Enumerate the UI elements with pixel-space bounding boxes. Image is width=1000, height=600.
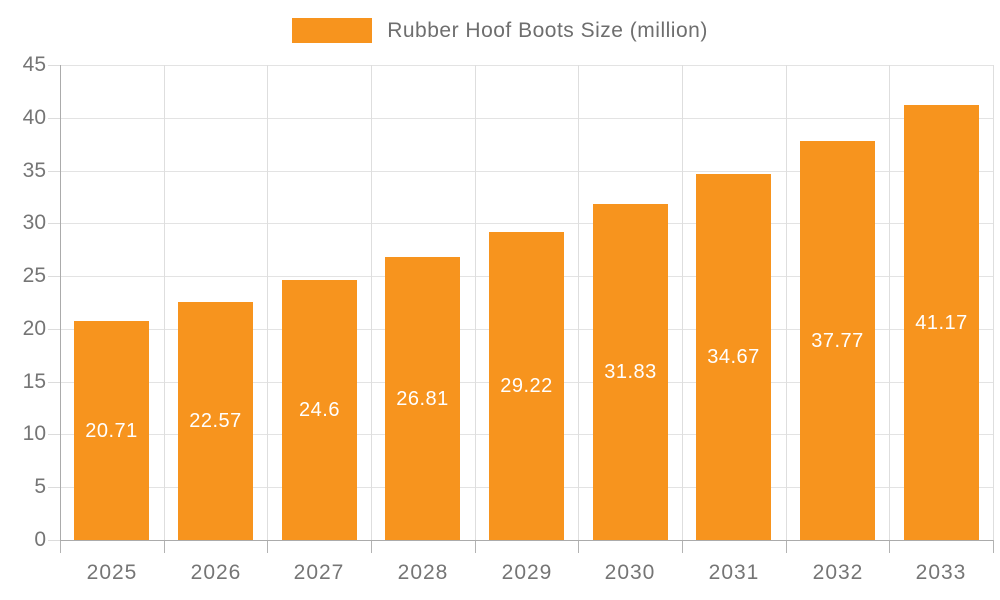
x-axis-label: 2027 — [293, 561, 345, 584]
x-gridline — [267, 65, 268, 540]
x-gridline — [889, 65, 890, 540]
x-axis-line — [60, 540, 993, 541]
x-gridline — [682, 65, 683, 540]
y-axis-line — [60, 65, 61, 540]
x-axis-label: 2026 — [190, 561, 242, 584]
bar[interactable] — [904, 105, 979, 540]
y-axis-tick — [48, 329, 60, 330]
y-axis-tick — [48, 540, 60, 541]
x-gridline — [164, 65, 165, 540]
x-gridline — [786, 65, 787, 540]
bar[interactable] — [489, 232, 564, 540]
bar-value-label: 22.57 — [189, 410, 242, 432]
bar-value-label: 31.83 — [604, 361, 657, 383]
bar[interactable] — [696, 174, 771, 540]
x-axis-label: 2028 — [397, 561, 449, 584]
y-axis-label: 0 — [34, 528, 46, 551]
x-axis-label: 2031 — [708, 561, 760, 584]
x-axis-tick — [682, 540, 683, 553]
x-axis-tick — [267, 540, 268, 553]
x-axis-label: 2025 — [86, 561, 138, 584]
x-axis-label: 2033 — [915, 561, 967, 584]
bar[interactable] — [282, 280, 357, 540]
y-gridline — [60, 171, 993, 172]
y-gridline — [60, 223, 993, 224]
bar-value-label: 41.17 — [915, 312, 968, 334]
x-axis-tick — [889, 540, 890, 553]
x-axis-label: 2030 — [604, 561, 656, 584]
bar[interactable] — [178, 302, 253, 540]
bar-value-label: 29.22 — [500, 375, 553, 397]
x-axis-tick — [164, 540, 165, 553]
x-gridline — [578, 65, 579, 540]
legend-label: Rubber Hoof Boots Size (million) — [387, 18, 708, 42]
bar[interactable] — [593, 204, 668, 540]
legend-swatch-icon — [292, 18, 373, 43]
y-axis-tick — [48, 382, 60, 383]
y-axis-label: 5 — [34, 475, 46, 498]
y-gridline — [60, 65, 993, 66]
y-axis-label: 35 — [22, 159, 46, 182]
y-axis-tick — [48, 118, 60, 119]
y-axis-label: 45 — [22, 53, 46, 76]
chart-legend[interactable]: Rubber Hoof Boots Size (million) — [0, 18, 1000, 43]
y-axis-tick — [48, 223, 60, 224]
bar[interactable] — [385, 257, 460, 540]
bar[interactable] — [800, 141, 875, 540]
x-axis-label: 2029 — [501, 561, 553, 584]
y-axis-label: 25 — [22, 264, 46, 287]
bar-value-label: 26.81 — [396, 388, 449, 410]
y-axis-tick — [48, 487, 60, 488]
y-axis-tick — [48, 65, 60, 66]
y-axis-label: 10 — [22, 422, 46, 445]
bar-value-label: 34.67 — [707, 346, 760, 368]
y-axis-label: 40 — [22, 106, 46, 129]
x-axis-tick — [60, 540, 61, 553]
x-axis-tick — [786, 540, 787, 553]
y-axis-tick — [48, 276, 60, 277]
y-gridline — [60, 118, 993, 119]
y-axis-tick — [48, 434, 60, 435]
y-axis-label: 15 — [22, 370, 46, 393]
y-axis-label: 20 — [22, 317, 46, 340]
x-axis-tick — [578, 540, 579, 553]
x-axis-tick — [371, 540, 372, 553]
bar-value-label: 37.77 — [811, 330, 864, 352]
x-axis-tick — [475, 540, 476, 553]
y-axis-tick — [48, 171, 60, 172]
x-gridline — [475, 65, 476, 540]
x-axis-label: 2032 — [812, 561, 864, 584]
y-axis-label: 30 — [22, 211, 46, 234]
x-gridline — [993, 65, 994, 540]
bar-value-label: 20.71 — [85, 420, 138, 442]
x-axis-tick — [993, 540, 994, 553]
bar[interactable] — [74, 321, 149, 540]
bar-value-label: 24.6 — [299, 399, 340, 421]
x-gridline — [371, 65, 372, 540]
